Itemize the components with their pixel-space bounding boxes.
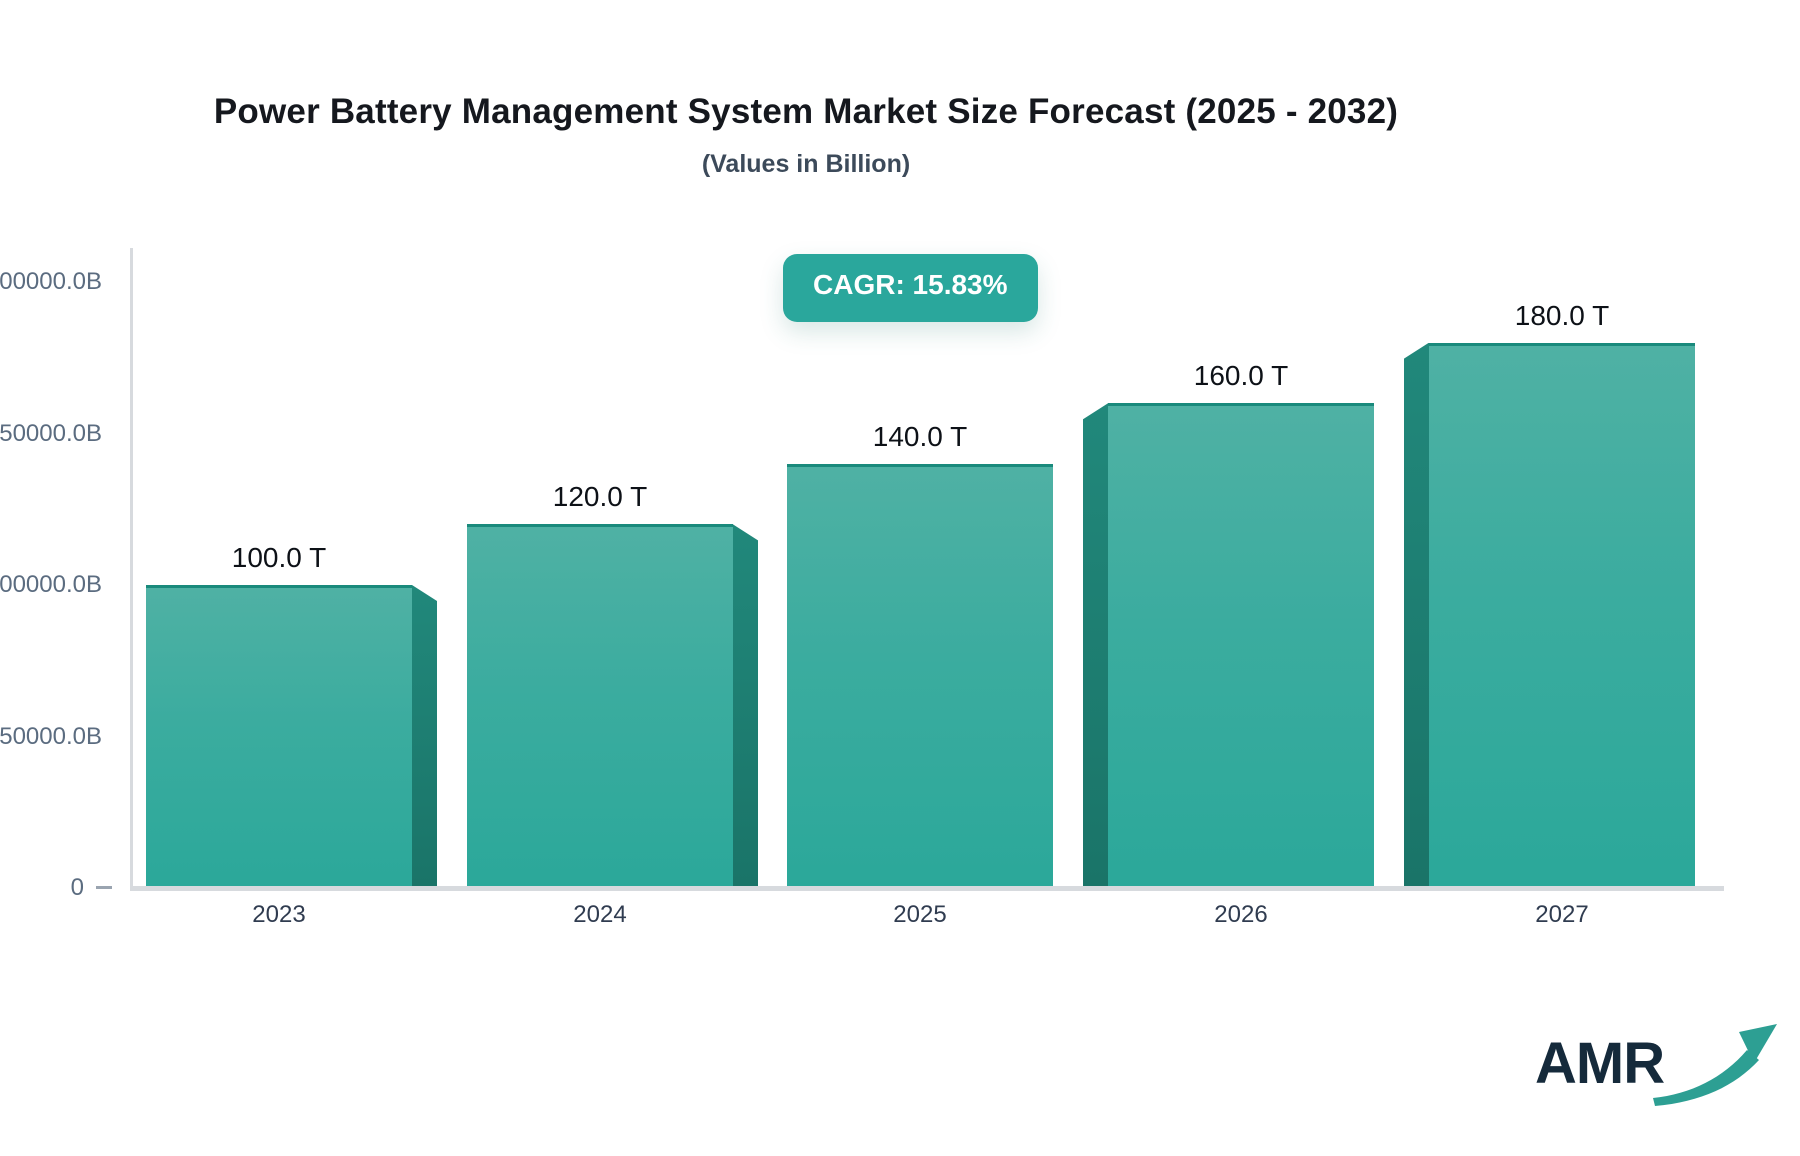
y-tick-label: 150000.0B — [0, 419, 102, 447]
bar-2023 — [146, 585, 412, 888]
chart-title: Power Battery Management System Market S… — [213, 92, 1399, 131]
bar-side-2024 — [733, 524, 758, 888]
chart-subtitle: (Values in Billion) — [701, 150, 911, 178]
zero-tick-mark — [96, 886, 112, 889]
chart-header: Power Battery Management System Market S… — [0, 0, 1612, 179]
y-axis-line — [130, 248, 133, 889]
logo-text: AMR — [1535, 1031, 1665, 1096]
y-tick-label: 50000.0B — [0, 722, 102, 750]
bar-side-2023 — [412, 585, 437, 888]
bar-side-2027 — [1404, 342, 1429, 888]
value-label-2025: 140.0 T — [872, 420, 968, 452]
bar-2024 — [467, 524, 733, 888]
cagr-badge: CAGR: 15.83% — [783, 254, 1038, 322]
y-tick-label: 200000.0B — [0, 268, 102, 295]
x-tick-label-2027: 2027 — [1535, 901, 1589, 928]
x-tick-label-2026: 2026 — [1214, 901, 1268, 928]
value-label-2024: 120.0 T — [552, 481, 648, 513]
value-label-2023: 100.0 T — [231, 542, 327, 573]
growth-arrow-icon — [1653, 1024, 1777, 1106]
amr-logo: AMR — [1535, 1024, 1777, 1130]
x-tick-label-2025: 2025 — [893, 901, 947, 928]
y-tick-label: 100000.0B — [0, 571, 102, 598]
x-tick-label-2024: 2024 — [573, 901, 627, 928]
x-axis-line — [130, 886, 1724, 891]
value-label-2027: 180.0 T — [1514, 299, 1610, 331]
value-label-2026: 160.0 T — [1193, 360, 1289, 392]
bar-2027 — [1429, 342, 1695, 888]
y-tick-label: 0 — [70, 874, 84, 901]
bar-2025 — [787, 463, 1053, 888]
bar-side-2026 — [1083, 403, 1108, 888]
bar-2026 — [1108, 403, 1374, 888]
x-tick-label-2023: 2023 — [252, 901, 306, 928]
